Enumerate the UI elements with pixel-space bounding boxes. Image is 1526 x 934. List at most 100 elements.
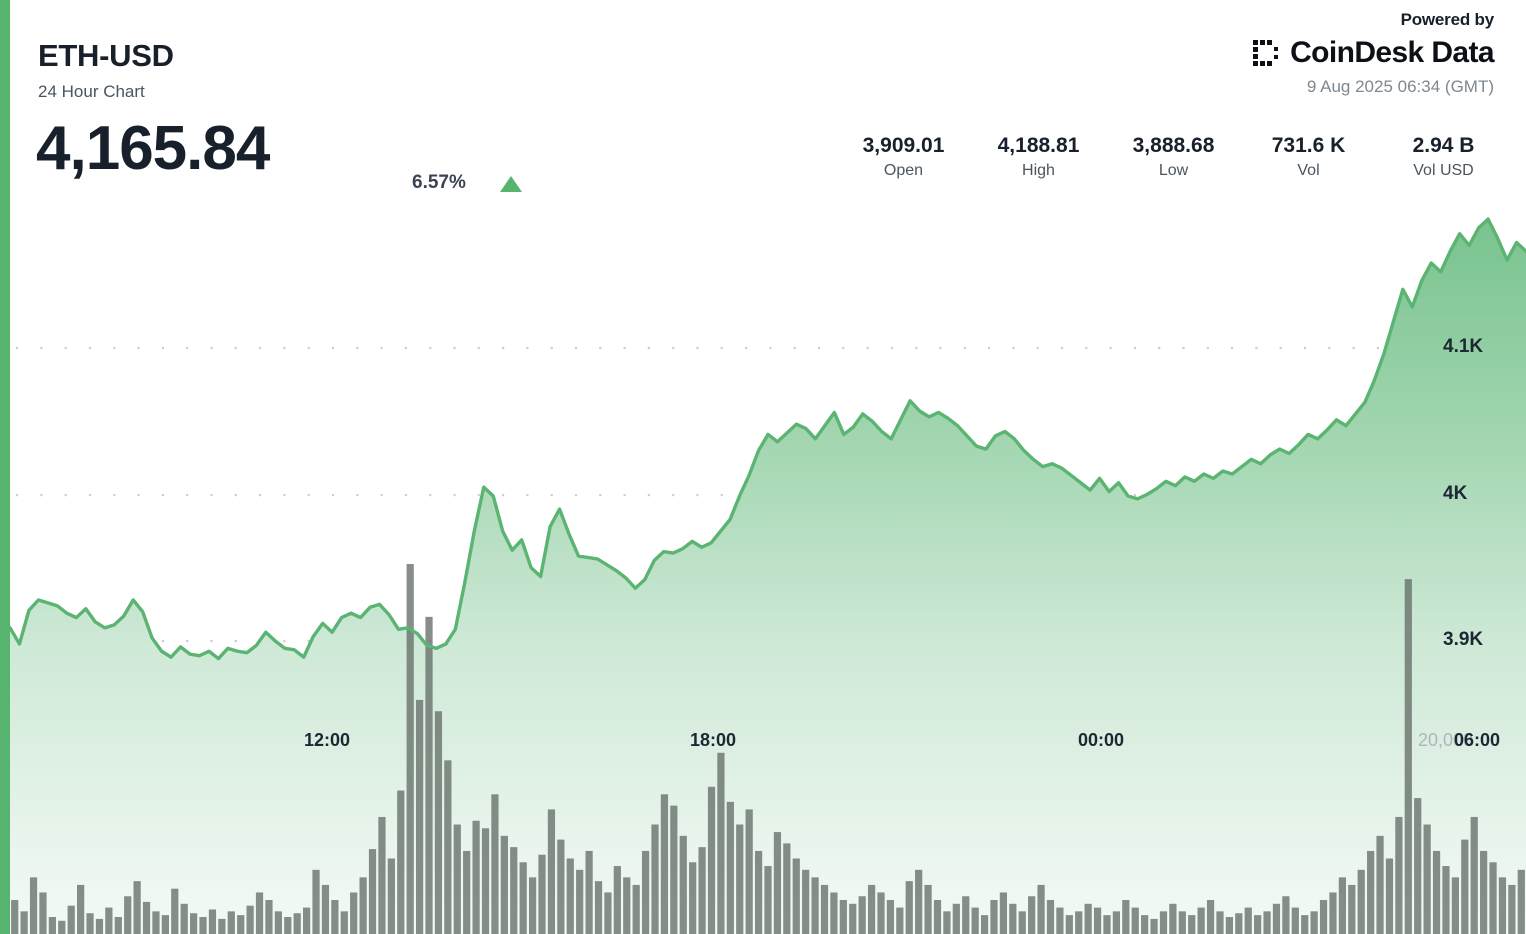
volume-bar [1235, 913, 1243, 934]
volume-bar [1348, 884, 1356, 934]
volume-axis-label: 20,000 [1418, 730, 1474, 750]
volume-bar [265, 900, 273, 934]
volume-bar [350, 892, 358, 934]
volume-bar [764, 866, 772, 934]
volume-bar [726, 801, 734, 934]
grid-dot [1352, 347, 1355, 350]
grid-dot [161, 494, 164, 497]
volume-bar [1225, 917, 1233, 934]
volume-bar [566, 858, 574, 934]
volume-bar [114, 917, 122, 934]
volume-bar [538, 854, 546, 934]
volume-bar [604, 892, 612, 934]
volume-bar [246, 905, 254, 934]
volume-bar [1244, 907, 1252, 934]
grid-dot [186, 347, 189, 350]
volume-bar [1451, 877, 1459, 934]
volume-bar [849, 903, 857, 934]
volume-bar [208, 909, 217, 934]
grid-dot [88, 347, 92, 350]
volume-bar [1432, 850, 1441, 934]
grid-dot [745, 347, 748, 350]
grid-dot [550, 494, 553, 497]
volume-bar [999, 892, 1008, 934]
grid-dot [113, 347, 116, 350]
brand-name: CoinDesk Data [1290, 36, 1495, 69]
grid-dot [574, 494, 578, 497]
volume-bar [1414, 798, 1422, 934]
grid-dot [988, 347, 991, 350]
volume-bar [48, 917, 56, 934]
volume-bar [980, 915, 989, 934]
stat-vol-usd: 2.94 B Vol USD [1376, 134, 1511, 180]
volume-bar [95, 918, 104, 934]
volume-bar [378, 816, 386, 934]
grid-dot [404, 494, 407, 497]
volume-bar [519, 862, 527, 934]
branding: Powered by Coin [1252, 10, 1495, 97]
grid-dot [1231, 347, 1234, 350]
stat-label: Vol USD [1413, 161, 1474, 179]
grid-dot [64, 347, 67, 350]
volume-bar [77, 884, 85, 934]
stats-row: 3,909.01 Open 4,188.81 High 3,888.68 Low 731.6… [836, 134, 1511, 180]
volume-bar [717, 752, 725, 934]
grid-dot [963, 347, 966, 350]
volume-bar [1319, 900, 1328, 934]
grid-dot [259, 347, 262, 350]
grid-dot [526, 494, 529, 497]
volume-bar [425, 616, 433, 934]
grid-dot [1133, 347, 1136, 350]
grid-dot [161, 347, 164, 350]
volume-bar [1131, 907, 1139, 934]
volume-bar [1489, 862, 1497, 934]
volume-bar [1216, 911, 1224, 934]
grid-dot [234, 494, 237, 497]
volume-bar [1310, 911, 1318, 934]
x-axis-label: 18:00 [690, 730, 737, 750]
grid-dot [234, 347, 237, 350]
volume-bar [415, 699, 424, 934]
stat-high: 4,188.81 High [971, 134, 1106, 180]
volume-bar [613, 866, 621, 934]
grid-dot [453, 347, 456, 350]
volume-bar [594, 881, 603, 934]
grid-dot [259, 494, 262, 497]
volume-bar [1112, 911, 1121, 934]
volume-bar [1037, 884, 1045, 934]
volume-bar [368, 849, 377, 934]
stat-label: Low [1158, 161, 1189, 179]
volume-bar [1178, 911, 1186, 934]
volume-bar [312, 869, 320, 934]
volume-bar [1480, 850, 1488, 934]
x-axis-label: 06:00 [1454, 730, 1501, 750]
volume-bar [133, 881, 141, 934]
grid-dot [234, 640, 237, 643]
volume-bar [839, 900, 847, 934]
volume-bar [896, 907, 904, 934]
y-axis-label: 4K [1443, 483, 1468, 504]
volume-bar [915, 869, 923, 934]
grid-dot [113, 494, 116, 497]
volume-bar [585, 850, 593, 934]
volume-bar [453, 824, 461, 934]
volume-bar [227, 911, 235, 934]
grid-dot [915, 347, 918, 350]
volume-bar [745, 809, 753, 934]
volume-bar [660, 794, 669, 934]
grid-dot [380, 347, 383, 350]
grid-dot [939, 347, 942, 350]
grid-dot [40, 494, 43, 497]
volume-bar [255, 892, 264, 934]
volume-bar [1009, 903, 1017, 934]
volume-bar [124, 896, 132, 934]
volume-bar [11, 900, 19, 934]
volume-bar [1046, 900, 1055, 934]
grid-dot [672, 494, 675, 497]
grid-dot [1182, 347, 1185, 350]
volume-bar [274, 911, 282, 934]
volume-bar [1263, 911, 1271, 934]
volume-bar [1338, 877, 1346, 934]
grid-dot [1158, 347, 1161, 350]
